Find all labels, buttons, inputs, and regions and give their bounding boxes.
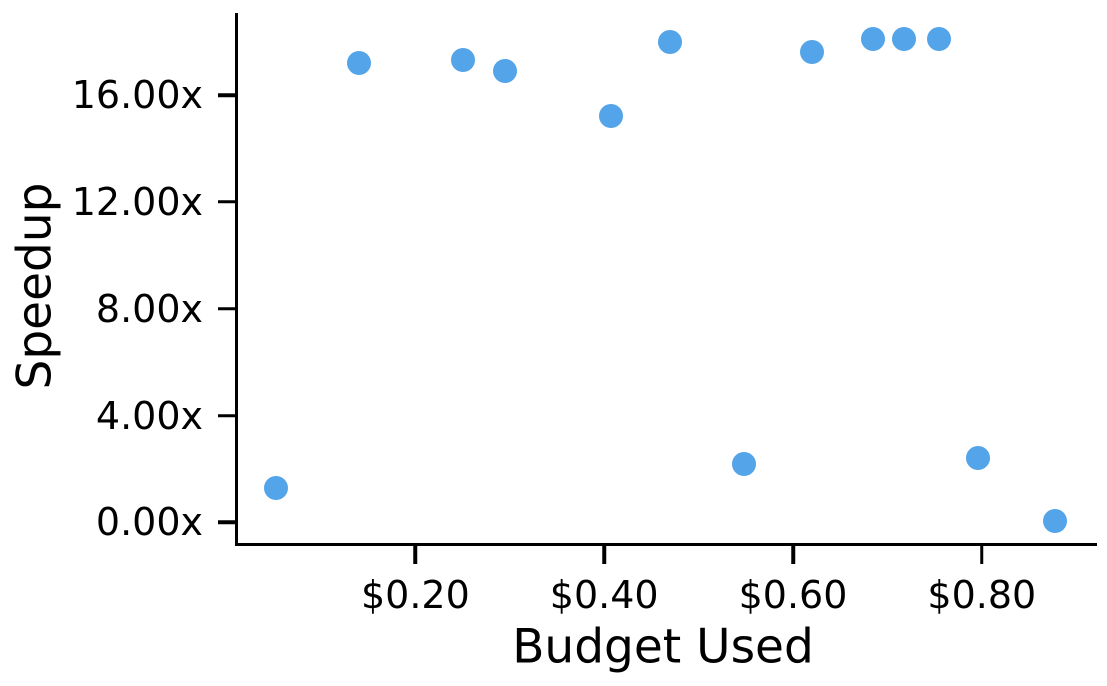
data-point [861,26,886,51]
y-axis-title: Speedup [7,182,63,390]
plot-area: $0.20 $0.40 $0.60 $0.80 0.00x 4.00x 8.00x 12.00… [72,13,1097,614]
data-point [263,475,288,500]
data-point [927,26,952,51]
y-axis-tick-label: 8.00x [95,286,203,331]
x-axis-line [234,543,1097,546]
data-point [450,48,475,73]
y-axis-tick [218,200,236,204]
data-point [799,40,824,65]
data-point [1042,509,1067,534]
data-point [731,451,756,476]
y-axis-tick-label: 16.00x [71,73,203,117]
y-axis-tick [218,413,236,418]
y-axis-line [234,13,238,546]
data-point [658,29,683,54]
y-axis-tick-label: 4.00x [95,393,203,438]
y-axis-tick-label: 12.00x [71,179,203,224]
x-axis-tick-label: $0.60 [738,573,848,617]
y-axis-tick-label: 0.00x [95,500,203,545]
data-point [892,26,917,51]
y-axis-tick [218,520,236,525]
y-axis-tick [218,93,236,97]
x-axis-tick [791,546,795,564]
x-axis-title: Budget Used [512,619,814,675]
y-axis-tick [218,306,236,311]
x-axis-tick [413,546,418,564]
data-point [346,50,371,75]
x-axis-tick [602,546,606,564]
x-axis-tick-label: $0.40 [549,573,659,617]
x-axis-tick [980,546,984,564]
x-axis-tick-label: $0.80 [927,573,1037,617]
x-axis-tick-label: $0.20 [360,573,470,617]
data-point [966,446,991,471]
data-point [598,104,623,129]
data-point [493,58,518,83]
